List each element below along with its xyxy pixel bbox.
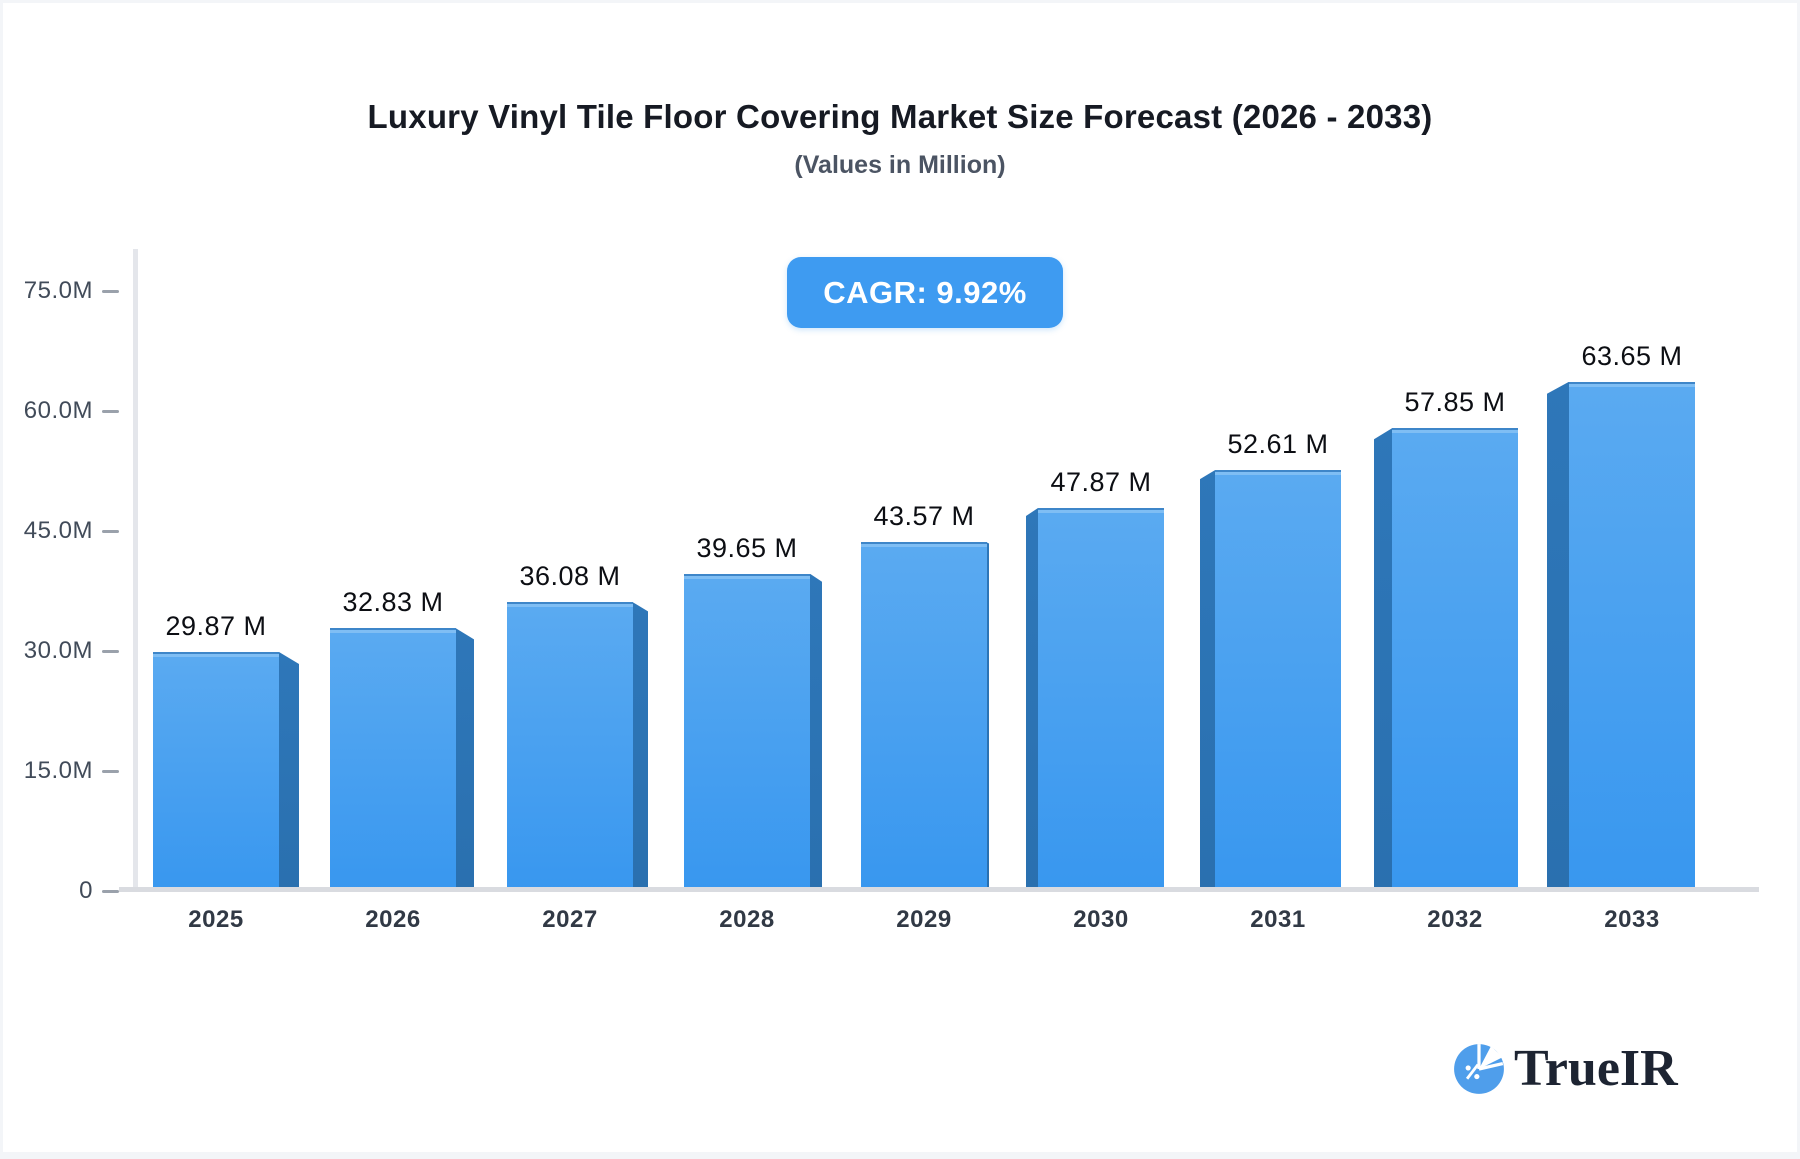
bar-3d-side bbox=[987, 542, 989, 891]
y-axis-line bbox=[133, 249, 138, 891]
bar-2032[interactable] bbox=[1392, 428, 1518, 891]
bar-value-label: 36.08 M bbox=[519, 561, 621, 592]
x-tick-label-2027: 2027 bbox=[542, 906, 598, 933]
x-tick-label-2032: 2032 bbox=[1427, 906, 1483, 933]
y-tick-label: 15.0M bbox=[23, 757, 93, 784]
bar-3d-side bbox=[1374, 428, 1392, 891]
bar-value-label: 52.61 M bbox=[1227, 429, 1329, 460]
y-tick-mark bbox=[102, 770, 119, 773]
y-tick-label: 0 bbox=[79, 877, 93, 904]
x-tick-label-2025: 2025 bbox=[188, 906, 244, 933]
bar-3d-side bbox=[1200, 470, 1215, 891]
bar-3d-side bbox=[633, 602, 648, 891]
brand-logo: TrueIR bbox=[1453, 1039, 1678, 1099]
x-tick-label-2030: 2030 bbox=[1073, 906, 1129, 933]
y-tick-label: 75.0M bbox=[23, 277, 93, 304]
bar-3d-side bbox=[1547, 381, 1569, 891]
bar-3d-side bbox=[1026, 508, 1038, 891]
bar-value-label: 47.87 M bbox=[1050, 467, 1152, 498]
bar-2031[interactable] bbox=[1215, 470, 1341, 891]
bar-2027[interactable] bbox=[507, 602, 633, 891]
y-tick-mark bbox=[102, 890, 119, 893]
bar-2030[interactable] bbox=[1038, 508, 1164, 891]
bar-chart-plot-area: 75.0M 60.0M 45.0M 30.0M 15.0M 0 29.87 M 2025 32.… bbox=[3, 3, 1800, 1159]
bar-value-label: 57.85 M bbox=[1404, 387, 1506, 418]
bar-2028[interactable] bbox=[684, 573, 810, 891]
cagr-badge: CAGR: 9.92% bbox=[787, 257, 1063, 328]
bar-3d-side bbox=[810, 573, 822, 891]
bar-2033[interactable] bbox=[1569, 381, 1695, 891]
brand-logo-text: TrueIR bbox=[1514, 1040, 1678, 1097]
bar-value-label: 32.83 M bbox=[342, 587, 444, 618]
chart-card: Luxury Vinyl Tile Floor Covering Market … bbox=[3, 3, 1797, 1152]
trueir-pie-logo-icon bbox=[1454, 1044, 1504, 1094]
chart-subtitle: (Values in Million) bbox=[794, 151, 1006, 179]
bar-value-label: 39.65 M bbox=[696, 532, 798, 563]
bar-3d-side bbox=[456, 628, 474, 891]
x-tick-label-2031: 2031 bbox=[1250, 906, 1306, 933]
x-tick-label-2033: 2033 bbox=[1604, 906, 1660, 933]
bar-3d-side bbox=[279, 652, 299, 891]
bar-2025[interactable] bbox=[153, 652, 279, 891]
y-tick-label: 45.0M bbox=[23, 517, 93, 544]
chart-title: Luxury Vinyl Tile Floor Covering Market … bbox=[367, 98, 1433, 135]
bar-2029[interactable] bbox=[861, 542, 987, 891]
y-tick-mark bbox=[102, 410, 119, 413]
x-tick-label-2026: 2026 bbox=[365, 906, 421, 933]
x-tick-label-2028: 2028 bbox=[719, 906, 775, 933]
y-tick-mark bbox=[102, 290, 119, 293]
bar-value-label: 43.57 M bbox=[873, 501, 975, 532]
bar-value-label: 29.87 M bbox=[165, 611, 267, 642]
bar-2026[interactable] bbox=[330, 628, 456, 891]
y-tick-mark bbox=[102, 650, 119, 653]
x-axis-baseline bbox=[119, 887, 1759, 892]
y-tick-mark bbox=[102, 530, 119, 533]
y-tick-label: 30.0M bbox=[23, 637, 93, 664]
y-tick-label: 60.0M bbox=[23, 397, 93, 424]
cagr-badge-label: CAGR: 9.92% bbox=[823, 274, 1027, 310]
bar-value-label: 63.65 M bbox=[1581, 340, 1683, 371]
x-tick-label-2029: 2029 bbox=[896, 906, 952, 933]
